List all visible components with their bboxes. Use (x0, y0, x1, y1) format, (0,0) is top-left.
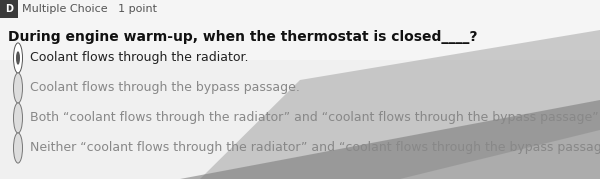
Ellipse shape (14, 73, 23, 103)
Text: Neither “coolant flows through the radiator” and “coolant flows through the bypa: Neither “coolant flows through the radia… (30, 142, 600, 154)
Polygon shape (180, 100, 600, 179)
Text: Multiple Choice   1 point: Multiple Choice 1 point (22, 4, 157, 14)
Text: Coolant flows through the bypass passage.: Coolant flows through the bypass passage… (30, 81, 300, 95)
Ellipse shape (14, 133, 23, 163)
Ellipse shape (14, 103, 23, 133)
Text: Both “coolant flows through the radiator” and “coolant flows through the bypass : Both “coolant flows through the radiator… (30, 112, 599, 125)
Polygon shape (200, 30, 600, 179)
Bar (0, 0, 600, 60)
Ellipse shape (16, 51, 20, 65)
Bar (0, 0, 18, 18)
Text: Coolant flows through the radiator.: Coolant flows through the radiator. (30, 52, 248, 64)
Text: D: D (5, 4, 13, 14)
Ellipse shape (14, 43, 23, 73)
Text: During engine warm-up, when the thermostat is closed____?: During engine warm-up, when the thermost… (8, 30, 478, 44)
